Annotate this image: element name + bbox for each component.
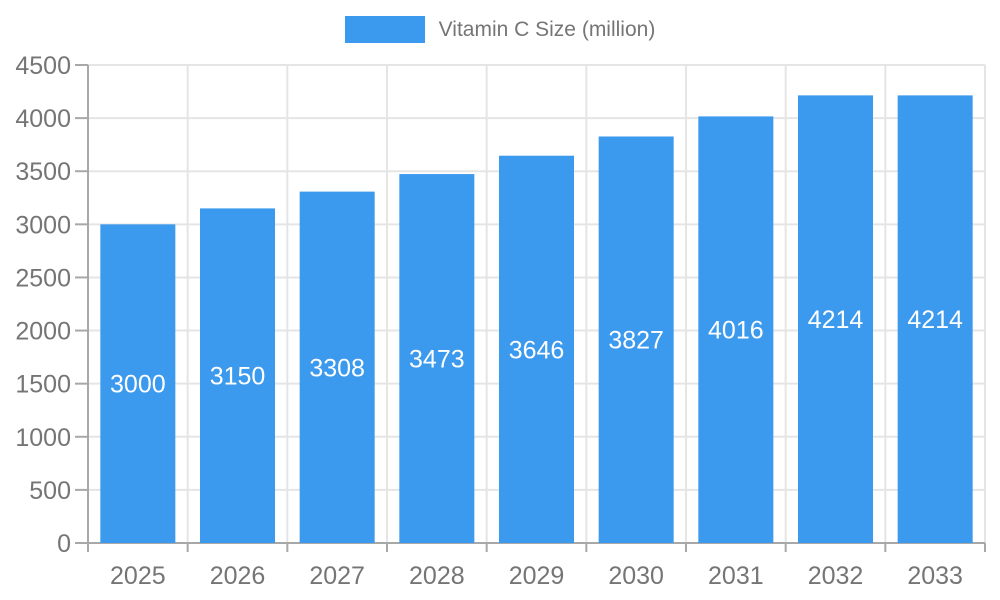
x-tick-label-2033: 2033 [907,562,963,590]
y-tick-label: 2500 [15,264,71,292]
legend[interactable]: Vitamin C Size (million) [0,16,1000,43]
bar-value-label-2028: 3473 [409,346,465,374]
y-tick-label: 3000 [15,211,71,239]
bar-2031[interactable] [698,116,774,543]
y-tick-label: 4000 [15,105,71,133]
bar-2025[interactable] [100,224,176,544]
bar-2029[interactable] [499,155,574,543]
x-tick-label-2025: 2025 [110,562,166,590]
x-tick-label-2032: 2032 [808,562,864,590]
bar-2033[interactable] [897,95,973,544]
bar-2032[interactable] [798,95,873,544]
bar-2030[interactable] [598,136,674,543]
y-tick-label: 1000 [15,424,71,452]
y-tick-label: 2000 [15,318,71,346]
y-tick-label: 0 [57,530,71,558]
bar-value-label-2029: 3646 [509,336,565,364]
legend-swatch [344,16,425,43]
bar-value-label-2032: 4214 [808,306,864,334]
x-tick-label-2031: 2031 [708,562,764,590]
x-tick-label-2030: 2030 [608,562,664,590]
legend-label: Vitamin C Size (million) [438,18,656,41]
bar-2026[interactable] [200,208,275,543]
bar-value-label-2031: 4016 [708,317,764,345]
y-tick-label: 500 [29,477,71,505]
bar-2027[interactable] [299,191,375,543]
x-tick-label-2027: 2027 [309,562,365,590]
bar-value-label-2027: 3308 [309,354,365,382]
y-tick-label: 1500 [15,371,71,399]
y-tick-label: 4500 [15,52,71,80]
y-tick-label: 3500 [15,158,71,186]
bar-value-label-2026: 3150 [210,363,266,391]
bar-value-label-2033: 4214 [907,306,963,334]
x-tick-label-2029: 2029 [509,562,565,590]
x-tick-label-2026: 2026 [210,562,266,590]
bar-value-label-2025: 3000 [110,371,166,399]
bar-2028[interactable] [399,174,475,544]
bar-value-label-2030: 3827 [608,327,664,355]
x-tick-label-2028: 2028 [409,562,465,590]
